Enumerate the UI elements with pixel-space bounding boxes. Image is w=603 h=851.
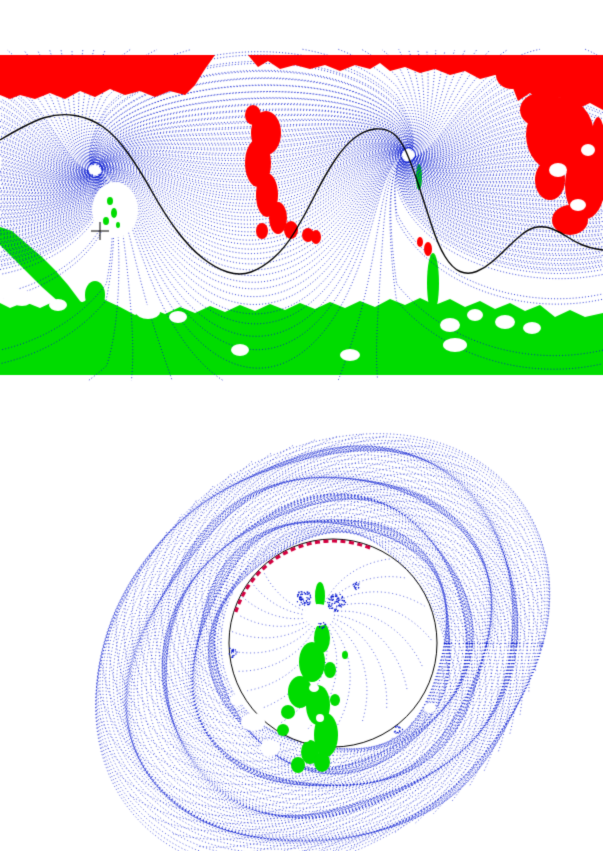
- sphere-view-panel: [0, 400, 603, 851]
- synoptic-map-panel: [0, 0, 603, 400]
